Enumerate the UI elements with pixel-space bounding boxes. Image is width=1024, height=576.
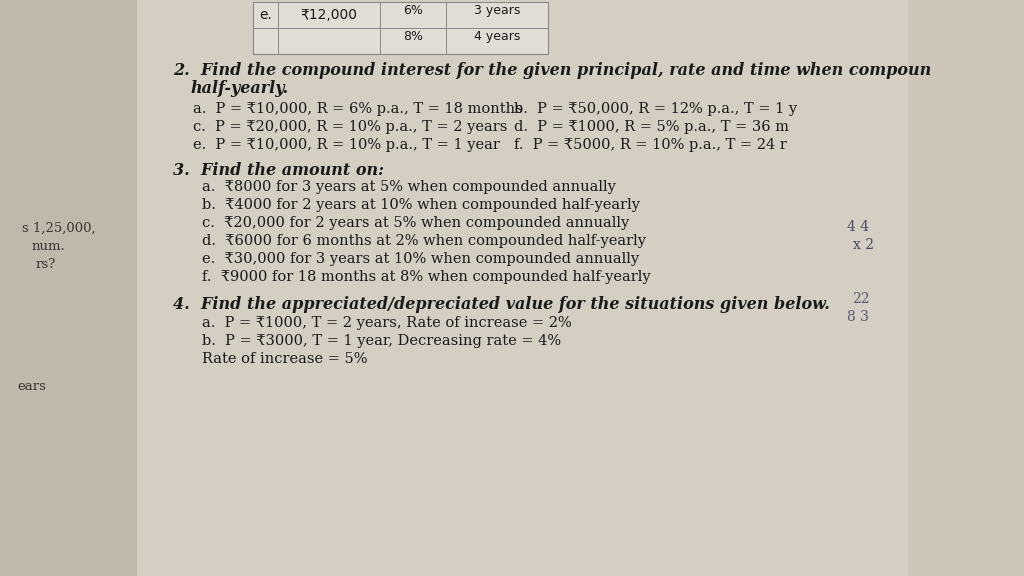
Text: ears: ears — [17, 380, 47, 393]
Text: 6%: 6% — [402, 4, 423, 17]
Text: 22: 22 — [852, 292, 869, 306]
Text: a.  ₹8000 for 3 years at 5% when compounded annually: a. ₹8000 for 3 years at 5% when compound… — [202, 180, 616, 194]
Text: f.  ₹9000 for 18 months at 8% when compounded half-yearly: f. ₹9000 for 18 months at 8% when compou… — [202, 270, 651, 284]
Bar — [137, 0, 908, 576]
Text: 3 years: 3 years — [474, 4, 520, 17]
Text: e.: e. — [259, 8, 271, 22]
Text: b.  P = ₹50,000, R = 12% p.a., T = 1 y: b. P = ₹50,000, R = 12% p.a., T = 1 y — [514, 102, 798, 116]
Text: e.  P = ₹10,000, R = 10% p.a., T = 1 year: e. P = ₹10,000, R = 10% p.a., T = 1 year — [194, 138, 501, 152]
Text: d.  ₹6000 for 6 months at 2% when compounded half-yearly: d. ₹6000 for 6 months at 2% when compoun… — [202, 234, 646, 248]
Text: 8%: 8% — [402, 30, 423, 43]
Text: a.  P = ₹1000, T = 2 years, Rate of increase = 2%: a. P = ₹1000, T = 2 years, Rate of incre… — [202, 316, 572, 330]
Bar — [253, 2, 548, 54]
Text: s 1,25,000,: s 1,25,000, — [23, 222, 96, 235]
Text: c.  ₹20,000 for 2 years at 5% when compounded annually: c. ₹20,000 for 2 years at 5% when compou… — [202, 216, 630, 230]
Text: num.: num. — [31, 240, 65, 253]
Text: 4 years: 4 years — [474, 30, 520, 43]
Text: e.  ₹30,000 for 3 years at 10% when compounded annually: e. ₹30,000 for 3 years at 10% when compo… — [202, 252, 639, 266]
Text: 4.  Find the appreciated/depreciated value for the situations given below.: 4. Find the appreciated/depreciated valu… — [173, 296, 829, 313]
Bar — [0, 0, 137, 576]
Text: d.  P = ₹1000, R = 5% p.a., T = 36 m: d. P = ₹1000, R = 5% p.a., T = 36 m — [514, 120, 790, 134]
Text: b.  P = ₹3000, T = 1 year, Decreasing rate = 4%: b. P = ₹3000, T = 1 year, Decreasing rat… — [202, 334, 561, 348]
Text: rs?: rs? — [36, 258, 55, 271]
Text: a.  P = ₹10,000, R = 6% p.a., T = 18 months: a. P = ₹10,000, R = 6% p.a., T = 18 mont… — [194, 102, 523, 116]
Text: 4 4: 4 4 — [847, 220, 869, 234]
Text: half-yearly.: half-yearly. — [190, 80, 289, 97]
Text: 2.  Find the compound interest for the given principal, rate and time when compo: 2. Find the compound interest for the gi… — [173, 62, 931, 79]
Text: 3.  Find the amount on:: 3. Find the amount on: — [173, 162, 384, 179]
Text: 8 3: 8 3 — [847, 310, 869, 324]
Text: f.  P = ₹5000, R = 10% p.a., T = 24 r: f. P = ₹5000, R = 10% p.a., T = 24 r — [514, 138, 787, 152]
Text: Rate of increase = 5%: Rate of increase = 5% — [202, 352, 368, 366]
Text: c.  P = ₹20,000, R = 10% p.a., T = 2 years: c. P = ₹20,000, R = 10% p.a., T = 2 year… — [194, 120, 508, 134]
Text: ₹12,000: ₹12,000 — [300, 8, 357, 22]
Text: b.  ₹4000 for 2 years at 10% when compounded half-yearly: b. ₹4000 for 2 years at 10% when compoun… — [202, 198, 640, 212]
Text: x 2: x 2 — [853, 238, 873, 252]
